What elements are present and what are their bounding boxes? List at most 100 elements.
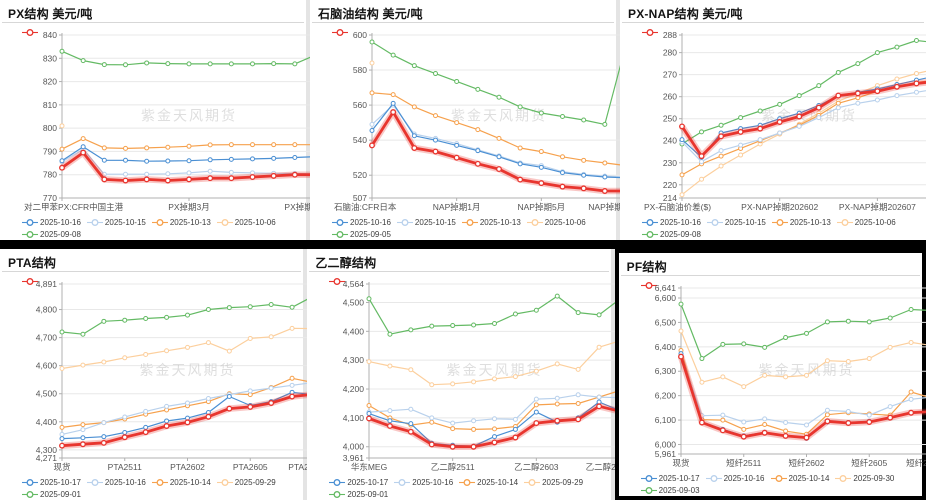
legend-item-2025-10-17[interactable]: 2025-10-17 [640,474,700,483]
svg-text:PX-NAP掉期202607: PX-NAP掉期202607 [839,202,916,212]
svg-text:6,200: 6,200 [654,391,676,401]
legend-item-2025-10-13[interactable]: 2025-10-13 [461,218,521,227]
legend-item-2025-10-15[interactable]: 2025-10-15 [86,218,146,227]
legend-line-marker-icon [770,475,787,482]
svg-text:4,891: 4,891 [36,279,58,289]
chart-legend: 507 520 540 560 580 600 石脑油:CFR日本 NAP掉期1月 NAP掉期5… [310,23,681,240]
panel-pf-structure-highlighted: PF结构 5,961 6,000 6,100 6,200 6,300 6,400 6,500… [614,249,926,500]
legend-item-2025-10-13[interactable]: 2025-10-13 [771,218,831,227]
chart-row-top: PX结构 美元/吨 770 780 790 800 810 820 830 840 对二甲苯PX… [0,0,926,240]
legend-line-marker-icon [86,479,103,486]
watermark-text: 紫金天风期货 [447,362,543,378]
legend-item-2025-09-01[interactable]: 2025-09-01 [22,490,81,499]
chart-title: 石脑油结构 美元/吨 [318,7,423,21]
legend-line-marker-icon [329,479,346,486]
legend-item-2025-09-30[interactable]: 2025-09-30 [835,474,894,483]
legend-item-2025-09-29[interactable]: 2025-09-29 [216,478,276,487]
svg-text:华东MEG: 华东MEG [351,462,387,472]
svg-text:520: 520 [353,170,367,180]
svg-text:560: 560 [353,100,367,110]
legend-item-2025-10-13[interactable]: 2025-10-13 [151,218,211,227]
legend-item-2025-10-16[interactable]: 2025-10-16 [394,478,453,487]
legend-label: 2025-10-16 [412,478,454,487]
svg-text:NAP掉期9月: NAP掉期9月 [588,202,636,212]
legend-item-2025-10-15[interactable]: 2025-10-15 [396,218,456,227]
legend-line-marker-icon [642,219,658,226]
svg-text:260: 260 [663,92,677,102]
svg-text:790: 790 [43,146,57,156]
watermark-text: 紫金天风期货 [141,108,237,124]
legend-line-marker-icon [332,231,348,238]
svg-text:乙二醇2511: 乙二醇2511 [431,462,475,472]
svg-text:800: 800 [43,123,57,133]
svg-text:PTA2511: PTA2511 [108,462,142,472]
svg-text:288: 288 [663,30,677,40]
legend-item-2025-09-08[interactable]: 2025-09-08 [642,230,701,239]
svg-text:5,961: 5,961 [654,449,676,459]
legend-item-2025-10-16[interactable]: 2025-10-16 [642,218,701,227]
legend-line-marker-icon [705,475,722,482]
svg-text:6,000: 6,000 [654,439,676,449]
legend-item-2025-10-17[interactable]: 214 220 230 240 250 260 270 280 288 PX-石脑油价差($) PX… [642,28,926,215]
svg-text:240: 240 [663,136,677,146]
svg-text:4,564: 4,564 [343,279,365,289]
legend-item-2025-10-06[interactable]: 2025-10-06 [836,218,896,227]
legend-item-2025-09-29[interactable]: 2025-09-29 [524,478,583,487]
svg-text:4,300: 4,300 [343,355,365,365]
legend-item-2025-10-20[interactable]: 3,961 4,000 4,100 4,200 4,300 4,400 4,500 4,564… [329,277,675,475]
legend-item-2025-10-17[interactable]: 2025-10-17 [329,478,388,487]
legend-line-marker-icon: 770 780 790 800 810 820 830 840 对二甲苯PX:CFR中国主港 PX… [22,29,326,212]
chart-legend: 4,271 4,300 4,400 4,500 4,600 4,700 4,800 4,891… [0,272,368,500]
chart-legend: 5,961 6,000 6,100 6,200 6,300 6,400 6,500 6,600… [619,276,926,496]
legend-label: 2025-10-14 [477,478,519,487]
legend-item-2025-09-01[interactable]: 2025-09-01 [329,490,388,499]
legend-line-marker-icon [640,487,657,494]
legend-item-2025-10-14[interactable]: 2025-10-14 [459,478,518,487]
svg-text:PX掉期3月: PX掉期3月 [168,202,210,212]
svg-text:250: 250 [663,114,677,124]
panel-px-nap-structure: PX-NAP结构 美元/吨 214 220 230 240 250 260 270 280 28… [620,0,926,240]
legend-item-2025-10-14[interactable]: 2025-10-14 [770,474,829,483]
svg-text:6,500: 6,500 [654,317,676,327]
legend-item-2025-10-06[interactable]: 2025-10-06 [526,218,586,227]
legend-label: 2025-09-08 [40,230,81,239]
svg-text:4,400: 4,400 [343,326,365,336]
legend-item-2025-09-05[interactable]: 2025-09-05 [332,230,391,239]
legend-label: 2025-10-16 [723,474,765,483]
legend-line-marker-icon [22,219,38,226]
legend-item-2025-10-17[interactable]: 770 780 790 800 810 820 830 840 对二甲苯PX:CFR中国主港 PX… [22,28,371,215]
title-divider [622,22,924,23]
legend-item-2025-10-20[interactable]: 5,961 6,000 6,100 6,200 6,300 6,400 6,500 6,600… [640,281,926,471]
legend-item-2025-10-17[interactable]: 2025-10-17 [22,478,81,487]
svg-text:现货: 现货 [672,458,690,468]
svg-text:NAP掉期5月: NAP掉期5月 [517,202,565,212]
title-divider [620,275,920,276]
svg-text:现货: 现货 [53,462,71,472]
chart-title: PF结构 [626,260,667,274]
legend-item-2025-10-15[interactable]: 2025-10-15 [706,218,766,227]
legend-item-2025-10-17[interactable]: 507 520 540 560 580 600 石脑油:CFR日本 NAP掉期1月 NAP掉期5… [332,28,681,215]
chart-legend: 770 780 790 800 810 820 830 840 对二甲苯PX:CFR中国主港 PX… [0,23,371,240]
svg-text:3,961: 3,961 [343,453,365,463]
legend-item-2025-09-08[interactable]: 2025-09-08 [22,230,81,239]
legend-line-marker-icon [22,479,38,486]
svg-text:4,500: 4,500 [36,389,58,399]
watermark-text: 紫金天风期货 [451,108,547,124]
legend-item-2025-10-06[interactable]: 2025-10-06 [216,218,276,227]
svg-text:4,600: 4,600 [36,361,58,371]
legend-label: 2025-09-01 [40,490,81,499]
legend-label: 2025-10-15 [724,218,766,227]
legend-label: 2025-10-15 [104,218,146,227]
legend-item-2025-10-16[interactable]: 2025-10-16 [705,474,765,483]
legend-item-2025-10-14[interactable]: 2025-10-14 [151,478,211,487]
svg-text:4,500: 4,500 [343,297,365,307]
svg-text:830: 830 [43,53,57,63]
legend-item-2025-10-16[interactable]: 2025-10-16 [22,218,81,227]
legend-item-2025-10-16[interactable]: 2025-10-16 [86,478,146,487]
legend-item-2025-09-03[interactable]: 2025-09-03 [640,486,700,495]
chart-title: PX结构 美元/吨 [8,7,93,21]
legend-item-2025-10-16[interactable]: 2025-10-16 [332,218,391,227]
